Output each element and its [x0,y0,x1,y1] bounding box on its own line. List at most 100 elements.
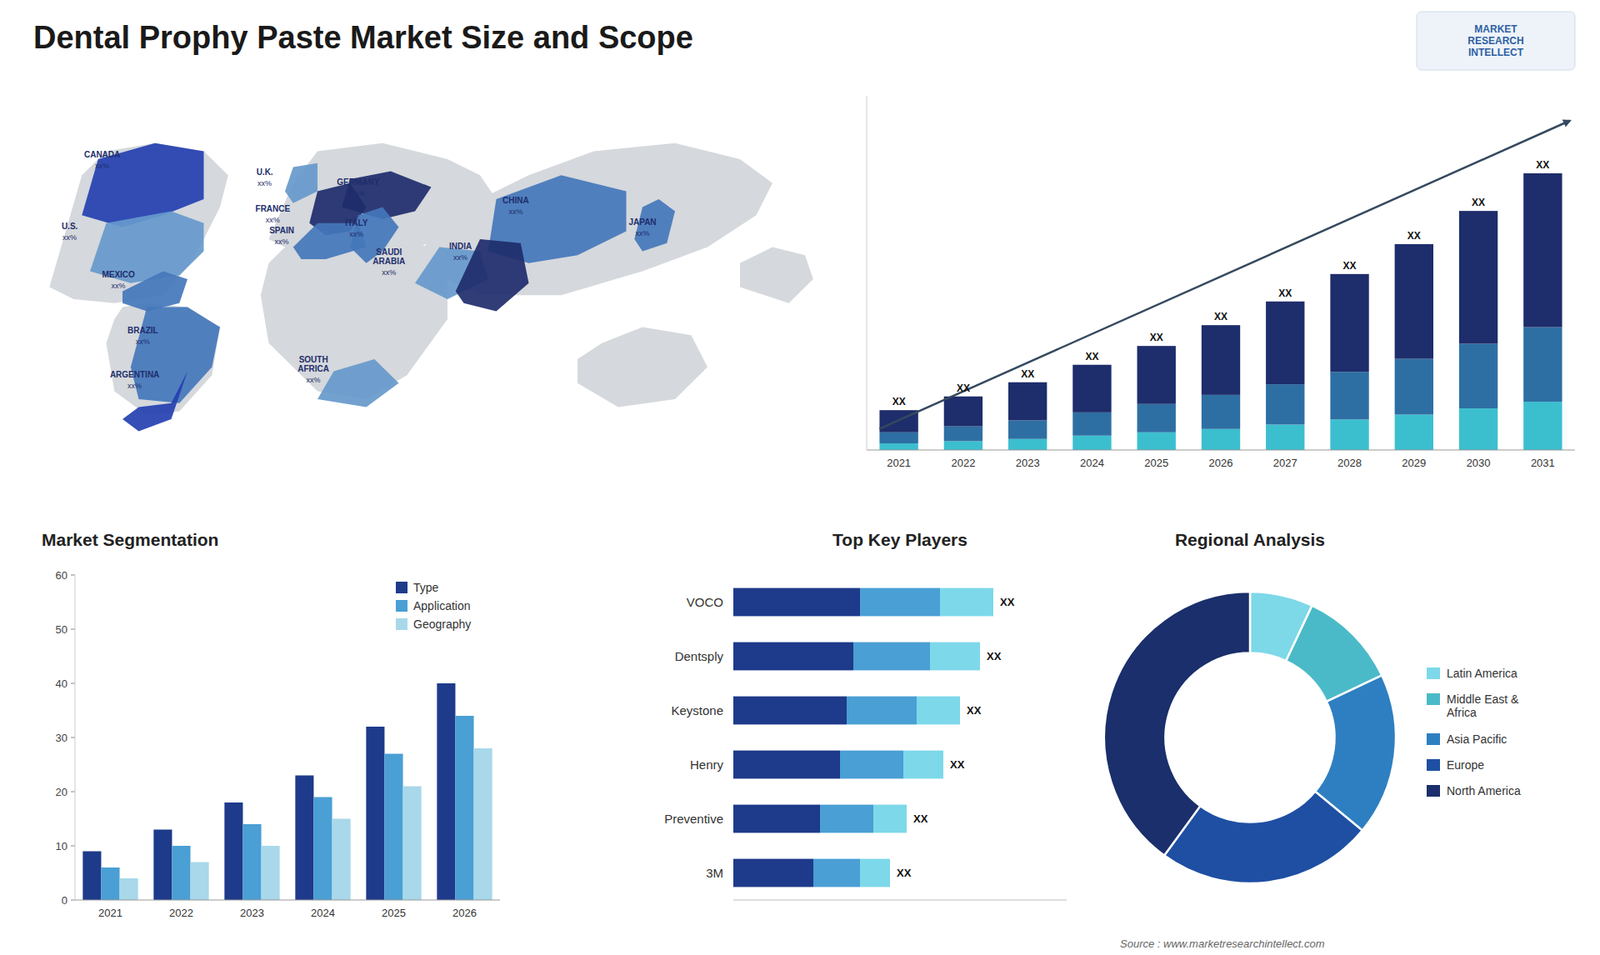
bar [1008,439,1047,450]
category-axis: 2021202220232024202520262027202820292030… [886,456,1555,470]
bar [860,859,890,888]
country-label: MEXICO [101,270,135,280]
bar-annotation: XX [1214,310,1228,323]
legend-label: Latin America [1446,666,1518,680]
bar [403,786,422,901]
bar-annotation: XX [1407,230,1421,242]
bar [733,805,820,834]
bar [1265,384,1305,425]
country-share: xx% [95,161,110,170]
continent-shape [577,327,708,408]
bar [1201,325,1240,395]
bar-annotation: XX [892,395,906,408]
bar-annotation: XX [913,812,929,825]
bar-annotation: XX [1000,595,1015,609]
bar [930,642,980,671]
bar [860,588,940,617]
legend-swatch [1426,759,1440,771]
country-share: xx% [62,233,77,242]
bar [1137,345,1176,405]
country-share: xx% [111,281,126,290]
bar [1265,424,1305,450]
tick-label: Keystone [670,703,724,718]
country-share: xx% [306,375,321,385]
bar [171,845,190,900]
legend-swatch [1426,733,1440,745]
country-label: ITALY [345,218,369,228]
country-label: U.S. [61,221,79,231]
bar [365,726,385,900]
bar [1072,412,1111,436]
bar [846,696,917,725]
country-share: xx% [349,230,364,239]
text-line: MARKET [1474,23,1518,35]
text-line: Middle East & [1446,692,1520,706]
bar-annotation: XX [986,650,1002,663]
tick-label: 2027 [1273,456,1298,470]
map-labels: CANADAxx%U.S.xx%MEXICOxx%BRAZILxx%ARGENT… [61,150,657,390]
tick-label: 2028 [1337,456,1362,470]
country-share: xx% [381,268,396,277]
logo-text: MARKETRESEARCHINTELLECT [1467,23,1524,59]
tick-mark [70,683,75,685]
tick-label: 2024 [310,906,335,920]
tick-label: 2030 [1466,456,1491,470]
bar-annotation: XX [966,704,982,717]
bar [82,851,101,901]
bar-annotation: XX [1471,196,1485,209]
text-line: AFRICA [297,364,330,374]
country-share: xx% [127,381,142,390]
bar [1265,301,1305,385]
world-map [49,143,814,432]
legend-swatch [1426,785,1440,797]
bar [813,859,860,888]
tick-label: 2022 [169,906,194,920]
bar [879,432,918,444]
bar [436,683,455,900]
legend-label: Middle East &Africa [1446,692,1520,720]
tick-label: 40 [55,677,68,690]
bar [295,775,314,901]
bar [1137,404,1176,433]
bar-marks [82,683,492,900]
bar [1072,365,1111,413]
source-text: Source : www.marketresearchintellect.com [1120,937,1325,950]
bar [100,867,120,900]
chart-title: Regional Analysis [1175,530,1325,550]
bar [1459,408,1498,450]
bar [1395,359,1434,415]
value-axis-line [75,575,76,900]
bar [940,588,994,617]
bar-annotation: XX [950,758,965,771]
bar [1201,429,1240,450]
tick-label: 0 [61,894,68,907]
bar [1523,173,1562,328]
legend-label: Asia Pacific [1446,732,1507,746]
bar-chart: Market Segmentation010203040506020212022… [41,530,500,920]
bar [733,859,814,888]
bar [1330,371,1369,420]
bar [944,440,983,450]
tick-label: Preventive [664,811,724,826]
country-shape [81,143,204,228]
bar [1330,274,1369,372]
continent-shape [49,143,228,304]
bar [916,696,960,725]
donut-slice [1104,591,1250,856]
bar [384,754,403,901]
country-label: GERMANY [336,177,380,187]
bar-annotation: XX [896,866,912,880]
bar [733,750,840,780]
bar [733,588,860,617]
tick-label: 2022 [950,456,975,470]
bar [853,642,930,671]
page-title: Dental Prophy Paste Market Size and Scop… [33,20,694,55]
bar [474,748,493,900]
tick-label: 2021 [98,906,123,920]
bar [820,805,874,834]
country-shape [90,210,205,283]
tick-label: 2023 [1015,456,1040,470]
legend-label: North America [1446,784,1521,798]
bar-marks [733,588,994,888]
bar [313,797,332,901]
